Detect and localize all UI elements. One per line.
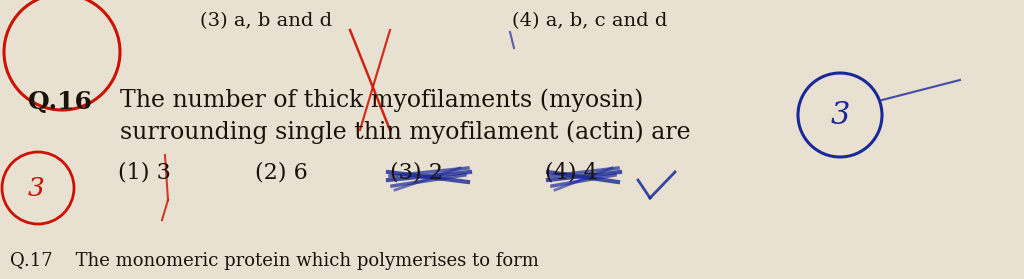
Text: 3: 3 <box>830 100 850 131</box>
Text: Q.17    The monomeric protein which polymerises to form: Q.17 The monomeric protein which polymer… <box>10 252 539 270</box>
Text: (3) 2: (3) 2 <box>390 162 442 184</box>
Text: (2) 6: (2) 6 <box>255 162 308 184</box>
Text: surrounding single thin myofilament (actin) are: surrounding single thin myofilament (act… <box>120 120 690 143</box>
Text: Q.16: Q.16 <box>28 90 92 114</box>
Text: (3) a, b and d: (3) a, b and d <box>200 12 332 30</box>
Text: The number of thick myofilaments (myosin): The number of thick myofilaments (myosin… <box>120 88 643 112</box>
Text: (1) 3: (1) 3 <box>118 162 171 184</box>
Text: (4) a, b, c and d: (4) a, b, c and d <box>512 12 668 30</box>
Text: (4) 4: (4) 4 <box>545 162 598 184</box>
Text: 3: 3 <box>28 175 44 201</box>
